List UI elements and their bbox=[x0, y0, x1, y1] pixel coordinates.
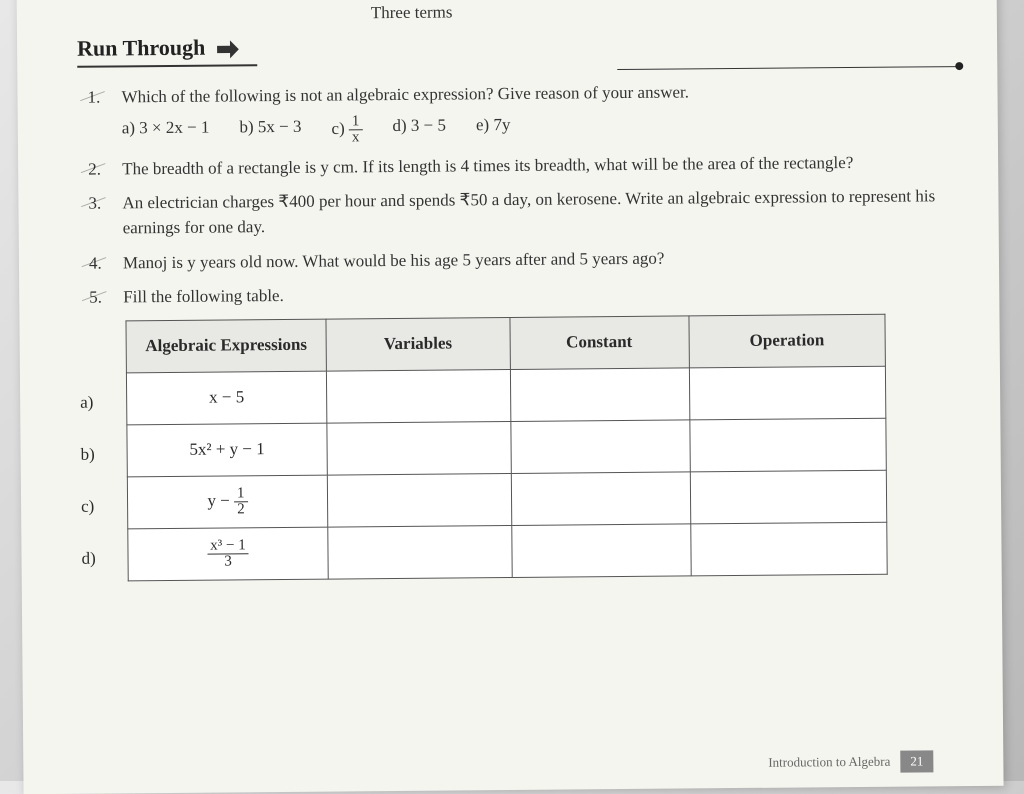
question-number: 1. bbox=[87, 85, 122, 147]
question-text: Fill the following table. bbox=[123, 278, 939, 310]
th-variables: Variables bbox=[326, 317, 510, 371]
question-text: An electrician charges ₹400 per hour and… bbox=[122, 185, 938, 241]
question-2: 2. The breadth of a rectangle is y cm. I… bbox=[88, 150, 938, 182]
fraction-icon: 1 x bbox=[349, 114, 363, 145]
cell-blank bbox=[689, 418, 886, 472]
page-footer: Introduction to Algebra 21 bbox=[768, 750, 933, 773]
section-heading: Run Through bbox=[77, 28, 937, 62]
table-row-labels: a) b) c) d) bbox=[80, 376, 96, 584]
question-3: 3. An electrician charges ₹400 per hour … bbox=[88, 185, 938, 242]
th-constant: Constant bbox=[509, 316, 688, 370]
cell-expr-b: 5x² + y − 1 bbox=[127, 423, 327, 477]
opt-label: b) bbox=[239, 117, 253, 136]
th-expressions: Algebraic Expressions bbox=[126, 319, 326, 373]
row-label-d: d) bbox=[81, 532, 96, 584]
cell-blank bbox=[511, 524, 690, 578]
table-row: x − 5 bbox=[126, 366, 885, 425]
cell-blank bbox=[510, 420, 689, 474]
cell-blank bbox=[510, 368, 689, 422]
q1-opt-d: d) 3 − 5 bbox=[392, 113, 446, 144]
question-text: The breadth of a rectangle is y cm. If i… bbox=[122, 150, 938, 182]
question-1: 1. Which of the following is not an alge… bbox=[87, 78, 938, 147]
page-number: 21 bbox=[900, 750, 933, 772]
q1-opt-b: b) 5x − 3 bbox=[239, 114, 301, 146]
cell-blank bbox=[328, 525, 512, 579]
cell-expr-a: x − 5 bbox=[126, 371, 326, 425]
cell-blank bbox=[690, 470, 887, 524]
question-number: 3. bbox=[88, 192, 122, 242]
opt-expr: 3 × 2x − 1 bbox=[139, 117, 209, 137]
cell-expr-d: x³ − 1 3 bbox=[128, 527, 328, 581]
term-three: Three terms bbox=[371, 2, 453, 23]
q1-opt-a: a) 3 × 2x − 1 bbox=[122, 115, 210, 147]
question-number: 4. bbox=[89, 251, 123, 276]
pointer-icon bbox=[217, 40, 239, 58]
table-row: x³ − 1 3 bbox=[128, 522, 887, 581]
opt-label: c) bbox=[331, 118, 344, 137]
footer-chapter: Introduction to Algebra bbox=[768, 754, 890, 771]
cell-blank bbox=[689, 366, 886, 420]
question-number: 2. bbox=[88, 157, 122, 182]
question-text: Which of the following is not an algebra… bbox=[121, 82, 689, 106]
table-row: 5x² + y − 1 bbox=[127, 418, 886, 477]
question-4: 4. Manoj is y years old now. What would … bbox=[89, 244, 939, 276]
q1-options: a) 3 × 2x − 1 b) 5x − 3 c) 1 x bbox=[122, 109, 938, 147]
q5-table: Algebraic Expressions Variables Constant… bbox=[125, 314, 887, 582]
fraction-icon: x³ − 1 3 bbox=[207, 538, 249, 569]
question-number: 5. bbox=[89, 286, 123, 311]
question-list: 1. Which of the following is not an alge… bbox=[87, 78, 939, 310]
frac-den: x bbox=[349, 130, 363, 145]
row-label-b: b) bbox=[80, 428, 95, 480]
opt-expr: 5x − 3 bbox=[258, 116, 302, 135]
opt-label: a) bbox=[122, 118, 135, 137]
q5-table-wrap: a) b) c) d) Algebraic Expressions Variab… bbox=[125, 313, 941, 581]
cell-blank bbox=[511, 472, 690, 526]
cell-blank bbox=[327, 421, 511, 475]
q1-opt-c: c) 1 x bbox=[331, 114, 362, 145]
row-label-a: a) bbox=[80, 376, 95, 428]
cell-blank bbox=[690, 522, 887, 576]
opt-expr: 7y bbox=[493, 115, 510, 134]
row-label-c: c) bbox=[81, 480, 96, 532]
question-5: 5. Fill the following table. bbox=[89, 278, 939, 310]
fraction-icon: 1 2 bbox=[234, 486, 248, 517]
opt-label: d) bbox=[392, 116, 406, 135]
frac-den: 3 bbox=[207, 554, 249, 569]
frac-num: x³ − 1 bbox=[207, 538, 249, 554]
cell-blank bbox=[326, 369, 510, 423]
frac-num: 1 bbox=[234, 486, 248, 502]
top-definitions: Trinomials Two terms Three terms bbox=[117, 0, 937, 25]
page-scan: Trinomials Two terms Three terms Run Thr… bbox=[16, 0, 1003, 794]
heading-underline bbox=[77, 64, 257, 68]
term-trinomials: Trinomials bbox=[117, 0, 191, 25]
table-header-row: Algebraic Expressions Variables Constant… bbox=[126, 314, 885, 373]
answer-rule-line bbox=[617, 66, 957, 70]
th-operation: Operation bbox=[688, 314, 885, 368]
answer-rule-dot bbox=[955, 62, 963, 70]
cell-blank bbox=[327, 473, 511, 527]
frac-num: 1 bbox=[349, 114, 363, 130]
opt-label: e) bbox=[476, 115, 489, 134]
question-text: Manoj is y years old now. What would be … bbox=[123, 244, 939, 276]
q1-opt-e: e) 7y bbox=[476, 113, 511, 144]
term-two: Two terms bbox=[371, 0, 453, 1]
frac-den: 2 bbox=[234, 502, 248, 517]
expr-prefix: y − bbox=[207, 491, 234, 510]
table-row: y − 1 2 bbox=[127, 470, 886, 529]
cell-expr-c: y − 1 2 bbox=[127, 475, 327, 529]
section-heading-text: Run Through bbox=[77, 35, 205, 61]
opt-expr: 3 − 5 bbox=[411, 115, 446, 134]
